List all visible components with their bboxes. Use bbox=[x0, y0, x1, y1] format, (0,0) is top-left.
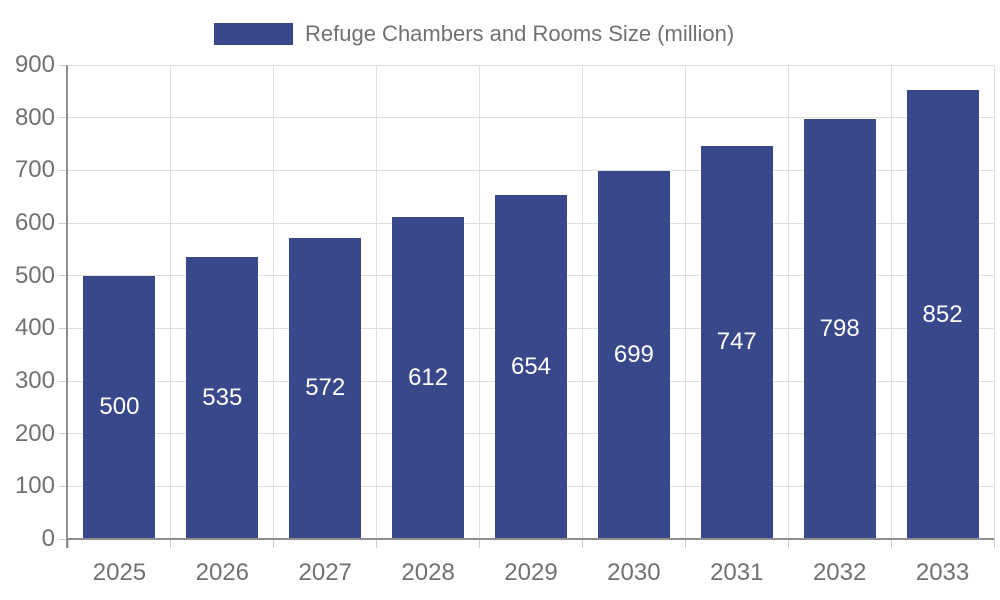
y-axis-tick bbox=[59, 64, 68, 66]
legend-label: Refuge Chambers and Rooms Size (million) bbox=[305, 21, 735, 46]
x-axis-label-2031: 2031 bbox=[710, 559, 764, 586]
x-axis-tick bbox=[67, 539, 69, 548]
bar-value-label: 535 bbox=[202, 384, 243, 412]
gridline-vertical bbox=[376, 65, 378, 539]
y-axis-tick bbox=[59, 538, 68, 540]
bar-2031[interactable] bbox=[700, 145, 773, 539]
gridline-vertical bbox=[479, 65, 481, 539]
bar-value-label: 654 bbox=[510, 352, 552, 380]
x-axis-line bbox=[66, 538, 994, 540]
y-axis-tick bbox=[59, 117, 68, 119]
y-axis-tick bbox=[59, 169, 68, 171]
bar-2030[interactable] bbox=[597, 170, 670, 539]
y-axis-label: 300 bbox=[14, 367, 55, 394]
x-axis-tick bbox=[170, 539, 172, 548]
y-axis-label: 500 bbox=[14, 261, 55, 289]
bar-value-label: 798 bbox=[819, 314, 860, 342]
x-axis-label-2027: 2027 bbox=[298, 559, 352, 586]
gridline-vertical bbox=[170, 65, 172, 539]
bar-2028[interactable] bbox=[392, 216, 465, 539]
x-axis-label-2029: 2029 bbox=[504, 559, 558, 586]
bar-value-label: 852 bbox=[922, 300, 963, 328]
bar-2033[interactable] bbox=[906, 90, 979, 539]
x-axis-label-2032: 2032 bbox=[812, 559, 867, 586]
y-axis-label: 400 bbox=[14, 314, 55, 342]
bar-2032[interactable] bbox=[803, 118, 876, 539]
x-axis-tick bbox=[787, 539, 789, 548]
y-axis-tick bbox=[59, 327, 68, 329]
x-axis-label-2030: 2030 bbox=[607, 559, 661, 586]
x-axis-label-2026: 2026 bbox=[195, 559, 250, 586]
bar-value-label: 612 bbox=[408, 363, 449, 391]
x-axis-tick bbox=[684, 539, 686, 548]
x-axis-label-2028: 2028 bbox=[401, 559, 455, 586]
x-axis-tick bbox=[993, 539, 995, 548]
x-axis-tick bbox=[581, 539, 583, 548]
y-axis-tick bbox=[59, 222, 68, 224]
bar-value-label: 747 bbox=[716, 328, 757, 356]
y-axis-line bbox=[66, 65, 68, 548]
x-axis-tick bbox=[479, 539, 481, 548]
x-axis-tick bbox=[273, 539, 275, 548]
bar-value-label: 699 bbox=[613, 340, 654, 368]
legend-swatch bbox=[214, 23, 293, 45]
gridline-vertical bbox=[684, 65, 686, 539]
y-axis-tick bbox=[59, 380, 68, 382]
y-axis-label: 200 bbox=[14, 419, 55, 447]
gridline-vertical bbox=[890, 65, 892, 539]
gridline-vertical bbox=[993, 65, 995, 539]
y-axis-label: 900 bbox=[14, 51, 55, 78]
y-axis-label: 600 bbox=[14, 209, 55, 236]
x-axis-label-2025: 2025 bbox=[92, 559, 147, 586]
bar-2029[interactable] bbox=[495, 194, 567, 539]
y-axis-label: 700 bbox=[14, 156, 55, 184]
y-axis-tick bbox=[59, 485, 68, 487]
x-axis-tick bbox=[376, 539, 378, 548]
y-axis-label: 100 bbox=[14, 472, 55, 500]
gridline-vertical bbox=[581, 65, 583, 539]
bar-2027[interactable] bbox=[289, 237, 362, 539]
gridline-horizontal bbox=[68, 64, 994, 66]
gridline-horizontal bbox=[68, 117, 994, 119]
bar-value-label: 572 bbox=[305, 374, 346, 402]
gridline-vertical bbox=[273, 65, 275, 539]
bar-value-label: 500 bbox=[99, 393, 140, 421]
gridline-horizontal bbox=[68, 169, 994, 171]
x-axis-tick bbox=[890, 539, 892, 548]
x-axis-label-2033: 2033 bbox=[915, 559, 970, 586]
y-axis-tick bbox=[59, 433, 68, 435]
legend-item[interactable]: Refuge Chambers and Rooms Size (million) bbox=[214, 21, 734, 47]
y-axis-label: 0 bbox=[41, 525, 55, 552]
plot-area: 0 100 200 300 400 500 600 700 800 900 500 535 572 612… bbox=[15, 51, 995, 586]
y-axis-tick bbox=[59, 275, 68, 277]
gridline-vertical bbox=[787, 65, 789, 539]
y-axis-label: 800 bbox=[14, 103, 55, 131]
bar-2026[interactable] bbox=[186, 257, 259, 539]
bar-2025[interactable] bbox=[83, 275, 156, 539]
